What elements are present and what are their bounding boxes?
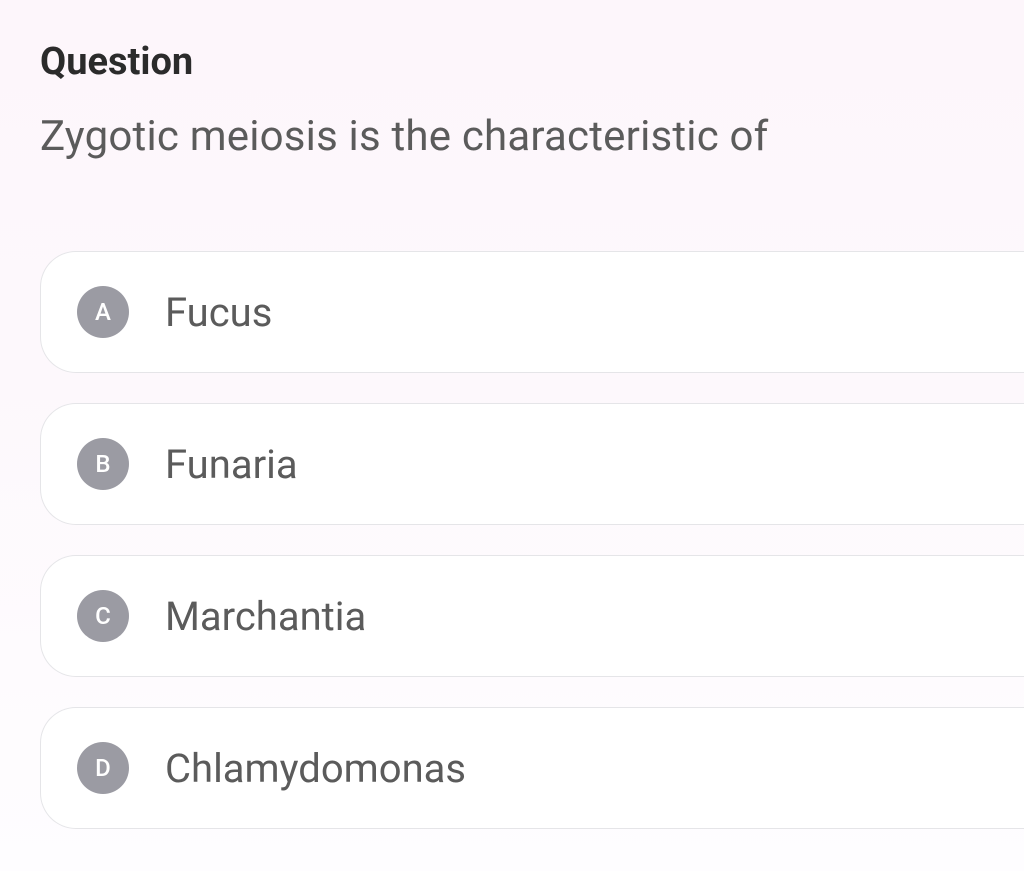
option-b[interactable]: B Funaria	[40, 403, 1024, 525]
option-label-b: Funaria	[165, 441, 298, 488]
option-label-a: Fucus	[165, 289, 272, 336]
option-d[interactable]: D Chlamydomonas	[40, 707, 1024, 829]
option-c[interactable]: C Marchantia	[40, 555, 1024, 677]
option-label-c: Marchantia	[165, 593, 366, 640]
options-list: A Fucus B Funaria C Marchantia D Chlamyd…	[40, 251, 1024, 829]
option-badge-a: A	[77, 286, 129, 338]
option-label-d: Chlamydomonas	[165, 745, 466, 792]
option-a[interactable]: A Fucus	[40, 251, 1024, 373]
question-text: Zygotic meiosis is the characteristic of	[40, 112, 1024, 161]
question-heading: Question	[40, 40, 1024, 84]
option-badge-b: B	[77, 438, 129, 490]
option-badge-d: D	[77, 742, 129, 794]
option-badge-c: C	[77, 590, 129, 642]
